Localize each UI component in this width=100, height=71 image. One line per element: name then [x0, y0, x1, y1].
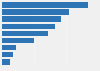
Bar: [2, 24, 55, 29]
Bar: [2, 9, 69, 15]
Bar: [2, 52, 13, 57]
Bar: [2, 45, 16, 50]
Bar: [2, 2, 88, 8]
Bar: [2, 38, 34, 43]
Bar: [2, 16, 61, 22]
Bar: [2, 31, 48, 36]
Bar: [2, 59, 10, 65]
